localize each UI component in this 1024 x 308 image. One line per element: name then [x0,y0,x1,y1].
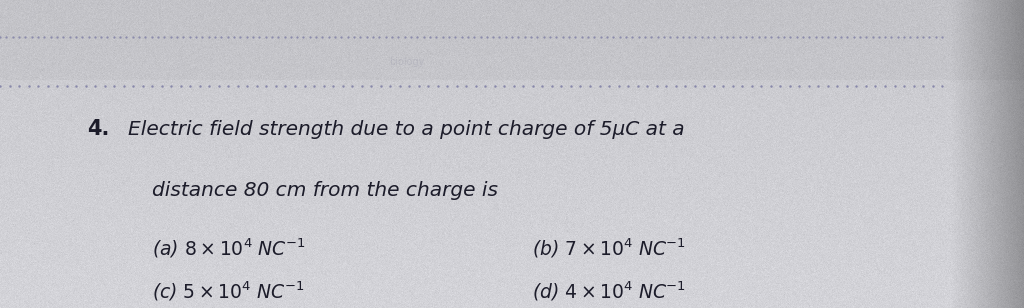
Text: 4.: 4. [87,120,110,139]
Text: biology: biology [389,57,425,67]
Text: (a) $8\times10^4$ NC$^{-1}$: (a) $8\times10^4$ NC$^{-1}$ [152,236,305,260]
Text: (b) $7\times10^4$ NC$^{-1}$: (b) $7\times10^4$ NC$^{-1}$ [532,236,686,260]
Text: (d) $4\times10^4$ NC$^{-1}$: (d) $4\times10^4$ NC$^{-1}$ [532,279,686,303]
Text: distance 80 cm from the charge is: distance 80 cm from the charge is [152,181,498,201]
Text: Electric field strength due to a point charge of 5μC at a: Electric field strength due to a point c… [128,120,685,139]
Text: (c) $5\times10^4$ NC$^{-1}$: (c) $5\times10^4$ NC$^{-1}$ [152,279,304,303]
